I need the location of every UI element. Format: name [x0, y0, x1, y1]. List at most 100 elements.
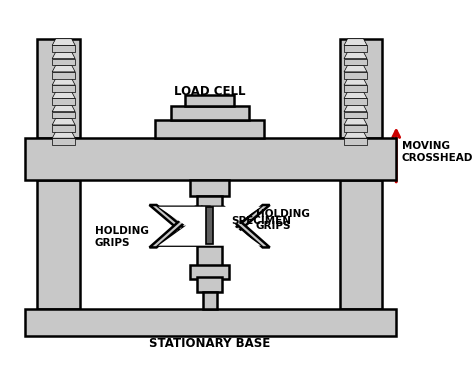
- Polygon shape: [52, 291, 75, 296]
- Polygon shape: [344, 213, 367, 217]
- Polygon shape: [52, 282, 75, 286]
- Bar: [171, 106, 248, 120]
- Polygon shape: [52, 236, 75, 240]
- Polygon shape: [344, 208, 367, 213]
- Polygon shape: [344, 39, 367, 45]
- Polygon shape: [52, 245, 75, 249]
- Polygon shape: [344, 132, 367, 138]
- Polygon shape: [344, 92, 367, 99]
- Polygon shape: [52, 185, 75, 190]
- Polygon shape: [52, 263, 75, 268]
- Polygon shape: [344, 249, 367, 254]
- Bar: [37, 180, 80, 309]
- Bar: [339, 39, 382, 138]
- Polygon shape: [156, 207, 217, 246]
- Polygon shape: [344, 305, 367, 309]
- Polygon shape: [52, 65, 75, 72]
- Polygon shape: [344, 65, 367, 72]
- Polygon shape: [344, 258, 367, 263]
- Polygon shape: [52, 277, 75, 282]
- Text: LOAD CELL: LOAD CELL: [174, 85, 246, 98]
- Polygon shape: [344, 112, 367, 118]
- Polygon shape: [52, 208, 75, 213]
- Bar: [25, 138, 396, 180]
- Polygon shape: [52, 78, 75, 85]
- Polygon shape: [52, 226, 75, 231]
- Text: STATIONARY BASE: STATIONARY BASE: [149, 337, 270, 350]
- Polygon shape: [344, 296, 367, 300]
- Polygon shape: [52, 105, 75, 112]
- Polygon shape: [344, 286, 367, 291]
- Polygon shape: [52, 92, 75, 99]
- Polygon shape: [52, 59, 75, 65]
- Bar: [339, 180, 382, 309]
- Polygon shape: [344, 138, 367, 145]
- Polygon shape: [344, 125, 367, 132]
- Polygon shape: [344, 78, 367, 85]
- Polygon shape: [344, 190, 367, 194]
- Polygon shape: [52, 112, 75, 118]
- Polygon shape: [52, 39, 75, 45]
- Polygon shape: [52, 305, 75, 309]
- Polygon shape: [52, 217, 75, 222]
- Polygon shape: [52, 190, 75, 194]
- Polygon shape: [158, 208, 261, 246]
- Polygon shape: [52, 273, 75, 277]
- Polygon shape: [344, 99, 367, 105]
- Polygon shape: [344, 282, 367, 286]
- Polygon shape: [344, 185, 367, 190]
- Polygon shape: [52, 203, 75, 208]
- Polygon shape: [52, 138, 75, 145]
- Text: SPECIMEN: SPECIMEN: [232, 216, 292, 226]
- Polygon shape: [156, 207, 217, 244]
- Polygon shape: [344, 226, 367, 231]
- Bar: [185, 95, 234, 106]
- Polygon shape: [344, 245, 367, 249]
- Polygon shape: [52, 213, 75, 217]
- Bar: [197, 196, 222, 207]
- Polygon shape: [344, 180, 367, 185]
- Polygon shape: [344, 236, 367, 240]
- Polygon shape: [149, 207, 202, 247]
- Bar: [25, 309, 396, 336]
- Polygon shape: [52, 52, 75, 59]
- Polygon shape: [344, 273, 367, 277]
- Polygon shape: [149, 205, 202, 244]
- Bar: [155, 120, 264, 138]
- Polygon shape: [344, 300, 367, 305]
- Polygon shape: [52, 254, 75, 258]
- Bar: [37, 39, 80, 138]
- Polygon shape: [344, 203, 367, 208]
- Polygon shape: [52, 180, 75, 185]
- Polygon shape: [344, 118, 367, 125]
- Polygon shape: [217, 205, 270, 244]
- Polygon shape: [52, 45, 75, 52]
- Polygon shape: [158, 207, 261, 242]
- Polygon shape: [52, 194, 75, 199]
- Polygon shape: [344, 52, 367, 59]
- Bar: [206, 207, 213, 244]
- Polygon shape: [344, 45, 367, 52]
- Polygon shape: [344, 231, 367, 236]
- Polygon shape: [344, 194, 367, 199]
- Polygon shape: [344, 217, 367, 222]
- Bar: [197, 246, 222, 267]
- Polygon shape: [52, 296, 75, 300]
- Polygon shape: [344, 59, 367, 65]
- Polygon shape: [52, 85, 75, 92]
- Text: MOVING
CROSSHEAD: MOVING CROSSHEAD: [401, 141, 473, 163]
- Polygon shape: [52, 240, 75, 245]
- Polygon shape: [52, 132, 75, 138]
- Text: HOLDING
GRIPS: HOLDING GRIPS: [255, 209, 310, 231]
- Bar: [190, 265, 229, 279]
- Polygon shape: [52, 286, 75, 291]
- Polygon shape: [217, 207, 270, 247]
- Polygon shape: [344, 222, 367, 226]
- Polygon shape: [52, 118, 75, 125]
- Polygon shape: [52, 300, 75, 305]
- Bar: [190, 180, 229, 196]
- Polygon shape: [344, 72, 367, 78]
- Polygon shape: [52, 199, 75, 203]
- Polygon shape: [344, 85, 367, 92]
- Polygon shape: [52, 125, 75, 132]
